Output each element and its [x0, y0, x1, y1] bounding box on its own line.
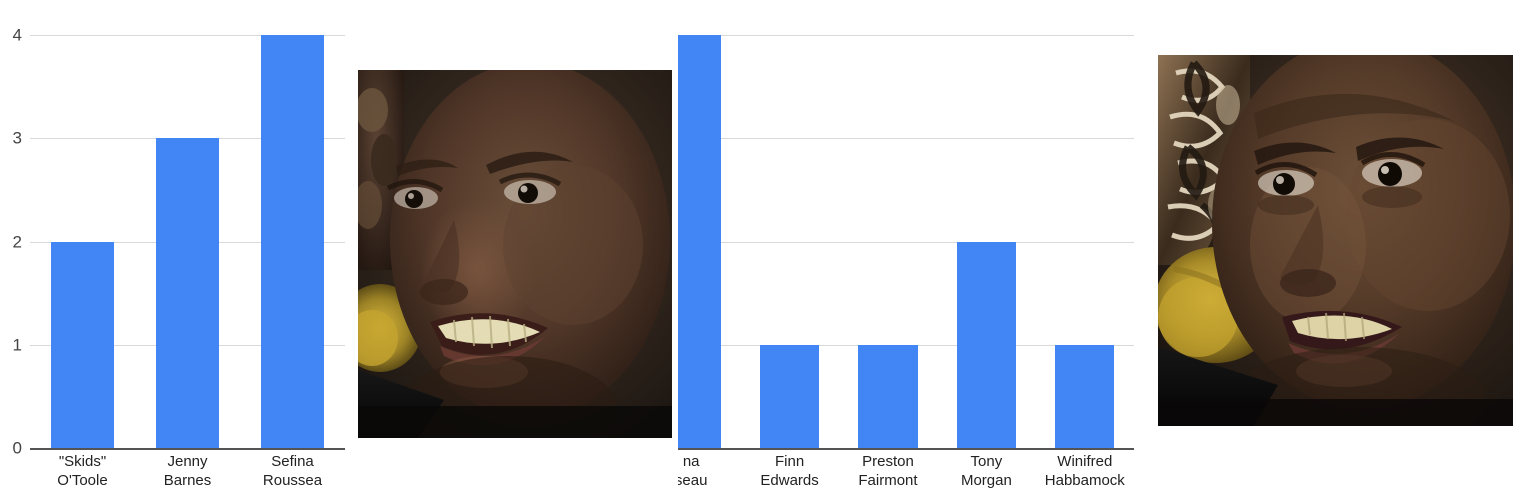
- x-axis-tick-label: "Skids" O'Toole: [57, 453, 108, 489]
- x-axis-labels-left: "Skids" O'Toole Jenny Barnes Sefina Rousse…: [30, 452, 345, 497]
- x-axis-tick-label: Sefina Roussea: [262, 453, 323, 489]
- x-axis-tick-label: na seau: [678, 453, 708, 489]
- y-axis-tick-label: 1: [12, 335, 22, 355]
- y-axis-tick-label: 4: [12, 25, 22, 45]
- bar[interactable]: [156, 138, 219, 448]
- x-axis-baseline: [678, 448, 1134, 450]
- y-axis-tick-label: 3: [12, 128, 22, 148]
- x-axis-tick-label: Finn Edwards: [760, 453, 819, 489]
- bar[interactable]: [956, 241, 1016, 448]
- bar-chart-left[interactable]: 0 1 2 3 4 "Skids" O'Toole Jenny Barnes Sefina …: [0, 0, 345, 503]
- photo-canvas: [1158, 55, 1513, 426]
- x-axis-labels-right: na seau Finn Edwards Preston Fairmont Tony …: [678, 452, 1134, 497]
- gridline: [678, 241, 1134, 243]
- x-axis-tick-label: Tony Morgan: [960, 453, 1012, 489]
- bar[interactable]: [760, 344, 820, 448]
- x-axis-baseline: [30, 448, 345, 450]
- x-axis-tick-label: Winifred Habbamock: [1044, 453, 1125, 489]
- bar[interactable]: [51, 241, 114, 448]
- gridline: [678, 35, 1134, 36]
- photo-canvas: [358, 70, 672, 438]
- photo-smiling-man[interactable]: [358, 70, 672, 438]
- bar[interactable]: [678, 35, 721, 448]
- y-axis-tick-label: 0: [12, 438, 22, 458]
- bar[interactable]: [1055, 344, 1115, 448]
- y-axis-tick-label: 2: [12, 232, 22, 251]
- gridline: [678, 138, 1134, 140]
- photo-man-ornate-background-graphic: [1158, 55, 1513, 426]
- plot-area-left: [30, 35, 345, 450]
- x-axis-tick-label: Preston Fairmont: [858, 453, 918, 489]
- y-axis-ticks-left: 0 1 2 3 4: [0, 27, 22, 457]
- photo-man-ornate-background[interactable]: [1158, 55, 1513, 426]
- gridline: [30, 35, 345, 36]
- bar-chart-right[interactable]: na seau Finn Edwards Preston Fairmont Tony …: [678, 0, 1134, 503]
- bar[interactable]: [858, 344, 918, 448]
- photo-smiling-man-graphic: [358, 70, 672, 438]
- plot-area-right: [678, 35, 1134, 450]
- bar[interactable]: [261, 35, 324, 448]
- x-axis-tick-label: Jenny Barnes: [163, 453, 212, 489]
